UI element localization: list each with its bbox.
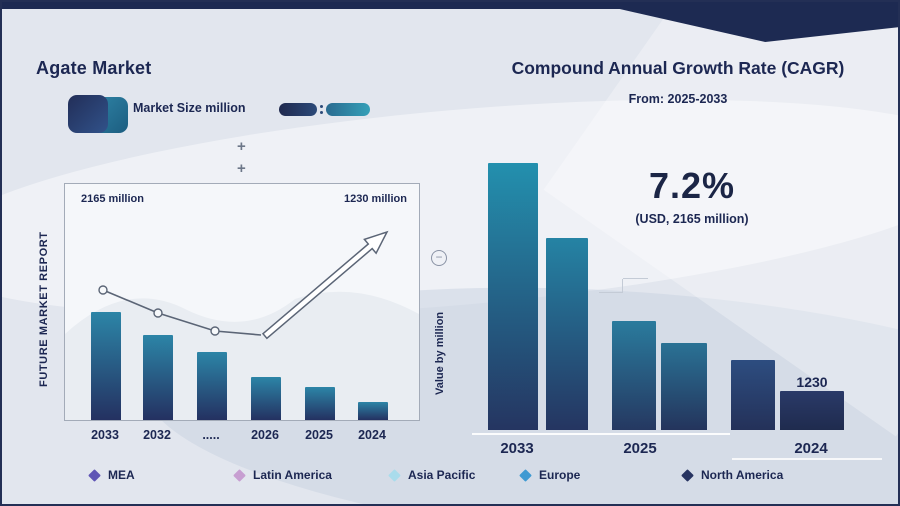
- capsule-pill-navy: [279, 103, 317, 116]
- diamond-marker-icon: [88, 468, 101, 482]
- plus-decoration-icon: +: [237, 160, 246, 177]
- legend-label: North America: [701, 468, 784, 482]
- left-bar-2033: [91, 312, 121, 420]
- capsule-separator-dot: [320, 105, 323, 108]
- left-bar-ellipsis: [197, 352, 227, 420]
- legend-item-europe: Europe: [519, 468, 581, 482]
- right-bar-2033-a: [488, 163, 538, 430]
- left-bar-2024: [358, 402, 388, 420]
- left-x-label: 2033: [91, 428, 119, 442]
- right-chart-title: Compound Annual Growth Rate (CAGR): [511, 58, 845, 78]
- right-bar-2025-b: [661, 343, 707, 430]
- left-x-label: 2026: [251, 428, 279, 442]
- market-size-legend-label: Market Size million: [133, 101, 246, 115]
- right-x-label: 2025: [623, 440, 657, 457]
- right-chart-vertical-label: Value by million: [434, 311, 446, 395]
- legend-item-mea: MEA: [88, 468, 135, 482]
- right-bar-2024-b: [780, 391, 844, 430]
- capsule-pill-teal: [326, 103, 370, 116]
- left-x-label: 2024: [358, 428, 386, 442]
- right-bar-2025-a: [612, 321, 656, 430]
- trend-line-arrow: [98, 230, 389, 340]
- legend-item-asia-pacific: Asia Pacific: [388, 468, 476, 482]
- legend-label: Europe: [539, 468, 581, 482]
- minus-circle-icon: −: [431, 250, 447, 266]
- legend-item-latin-america: Latin America: [233, 468, 332, 482]
- left-chart-title: Agate Market: [36, 58, 152, 78]
- market-size-icon: [68, 95, 108, 133]
- right-bar-2024-a: [731, 360, 775, 430]
- legend-label: MEA: [108, 468, 135, 482]
- step-decoration: [599, 279, 623, 293]
- right-chart-subtitle: From: 2025-2033: [628, 92, 728, 106]
- left-chart-vertical-label: FUTURE MARKET REPORT: [38, 231, 50, 387]
- left-bar-2026: [251, 377, 281, 420]
- diamond-marker-icon: [388, 468, 401, 482]
- capsule-separator-dot: [320, 111, 323, 114]
- left-chart-panel: 2165 million 1230 million: [64, 183, 420, 421]
- right-axis-line-lower: [732, 458, 882, 460]
- right-x-label: 2033: [500, 440, 534, 457]
- left-x-label: .....: [202, 428, 220, 442]
- plus-decoration-icon: +: [237, 138, 246, 155]
- right-x-label: 2024: [794, 440, 828, 457]
- annotation-2165-million: 2165 million: [81, 193, 144, 205]
- step-decoration: [623, 278, 648, 280]
- diamond-marker-icon: [519, 468, 532, 482]
- left-x-label: 2025: [305, 428, 333, 442]
- legend-label: Latin America: [253, 468, 332, 482]
- legend-label: Asia Pacific: [408, 468, 476, 482]
- right-axis-line: [472, 433, 730, 435]
- diamond-marker-icon: [233, 468, 246, 482]
- left-bar-2032: [143, 335, 173, 420]
- left-x-label: 2032: [143, 428, 171, 442]
- annotation-1230-million: 1230 million: [344, 193, 407, 205]
- top-navy-bar: [2, 2, 898, 9]
- left-bar-2025: [305, 387, 335, 420]
- bar-value-label-1230: 1230: [796, 374, 828, 390]
- cagr-note: (USD, 2165 million): [635, 212, 749, 226]
- legend-item-north-america: North America: [681, 468, 784, 482]
- diamond-marker-icon: [681, 468, 694, 482]
- cagr-value: 7.2%: [648, 165, 736, 206]
- right-bar-2033-b: [546, 238, 588, 430]
